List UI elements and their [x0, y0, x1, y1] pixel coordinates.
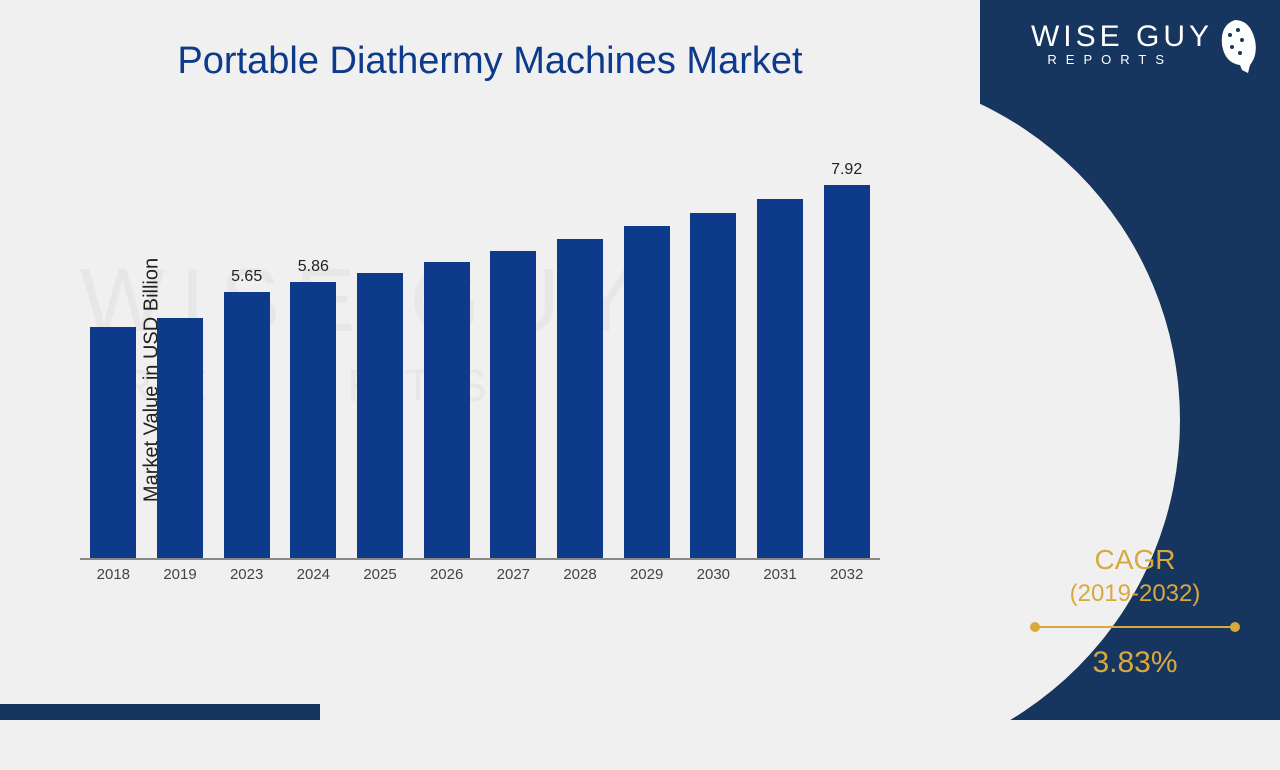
- bar-wrapper: 5.65: [224, 292, 270, 558]
- x-axis-label: 2032: [824, 566, 870, 583]
- cagr-block: CAGR (2019-2032) 3.83%: [990, 544, 1280, 680]
- bar-wrapper: [557, 239, 603, 558]
- bar: [490, 251, 536, 558]
- bar-wrapper: [357, 273, 403, 558]
- bar: [290, 282, 336, 558]
- bar: [224, 292, 270, 558]
- bar-value-label: 5.86: [298, 258, 329, 276]
- bar: [757, 199, 803, 558]
- bar: [357, 273, 403, 558]
- bar: [557, 239, 603, 558]
- logo-main-text: WISE GUY: [1031, 20, 1213, 54]
- logo-sub-text: REPORTS: [1031, 52, 1173, 67]
- cagr-range: (2019-2032): [990, 580, 1280, 608]
- x-axis-label: 2029: [624, 566, 670, 583]
- main-area: Portable Diathermy Machines Market WISE …: [0, 0, 980, 720]
- bar: [90, 327, 136, 558]
- x-axis-label: 2024: [290, 566, 336, 583]
- x-axis-label: 2023: [224, 566, 270, 583]
- x-axis-label: 2026: [424, 566, 470, 583]
- bar-wrapper: [757, 199, 803, 558]
- bar: [824, 185, 870, 558]
- x-axis-label: 2019: [157, 566, 203, 583]
- x-axis-label: 2031: [757, 566, 803, 583]
- bar-wrapper: [157, 318, 203, 558]
- bar-wrapper: [90, 327, 136, 558]
- brain-head-icon: [1210, 15, 1260, 75]
- bar-wrapper: [690, 213, 736, 558]
- bar: [157, 318, 203, 558]
- cagr-title: CAGR: [990, 544, 1280, 576]
- x-axis-label: 2025: [357, 566, 403, 583]
- bar: [624, 226, 670, 558]
- bar-wrapper: 5.86: [290, 282, 336, 558]
- cagr-divider: [1035, 626, 1235, 628]
- cagr-value: 3.83%: [990, 646, 1280, 680]
- logo: WISE GUY REPORTS: [1031, 20, 1255, 67]
- x-axis-label: 2027: [490, 566, 536, 583]
- bar-wrapper: [490, 251, 536, 558]
- bar: [690, 213, 736, 558]
- bar: [424, 262, 470, 558]
- bar-wrapper: [624, 226, 670, 558]
- chart-title: Portable Diathermy Machines Market: [100, 40, 880, 83]
- bar-wrapper: [424, 262, 470, 558]
- x-axis-label: 2028: [557, 566, 603, 583]
- bars-area: 5.65 5.86 7.92: [80, 160, 880, 560]
- x-axis-label: 2018: [90, 566, 136, 583]
- bar-wrapper: 7.92: [824, 185, 870, 558]
- chart-container: Market Value in USD Billion 5.655.867.92…: [80, 160, 880, 600]
- bar-value-label: 5.65: [231, 268, 262, 286]
- x-axis-label: 2030: [690, 566, 736, 583]
- bar-value-label: 7.92: [831, 161, 862, 179]
